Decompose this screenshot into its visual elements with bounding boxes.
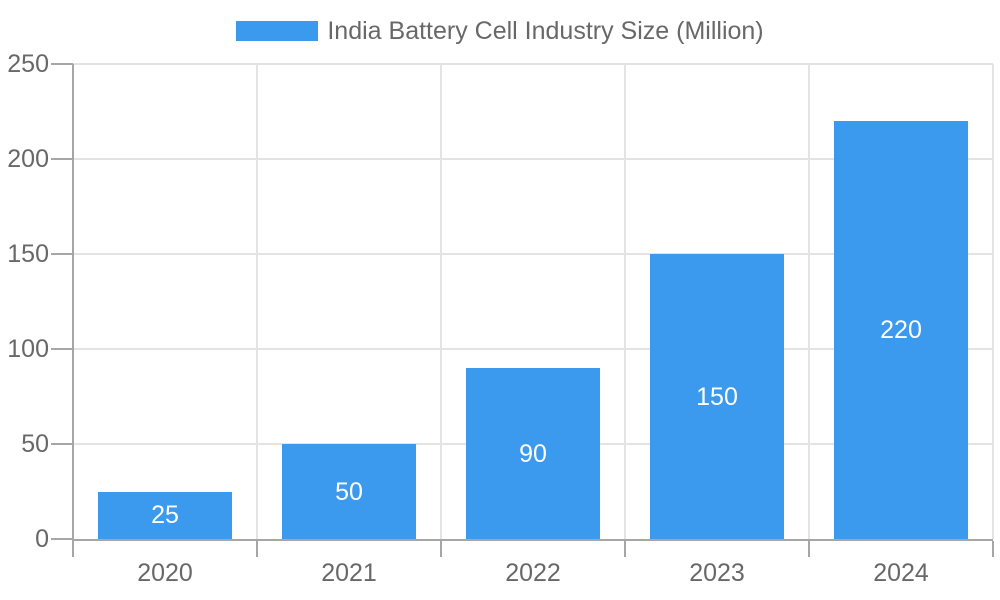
y-gridline (73, 63, 993, 65)
bar[interactable] (834, 121, 968, 539)
y-axis-tick (51, 538, 73, 540)
bar-value-label: 220 (880, 316, 922, 344)
y-gridline (73, 158, 993, 160)
y-axis-tick (51, 348, 73, 350)
y-axis-tick-label: 50 (21, 430, 49, 458)
bar-value-label: 50 (335, 477, 363, 506)
x-axis-tick-label: 2020 (137, 559, 193, 587)
x-axis-line (73, 539, 993, 541)
x-gridline (624, 64, 626, 539)
x-axis-tick (992, 541, 994, 557)
legend[interactable]: India Battery Cell Industry Size (Millio… (0, 17, 1000, 45)
x-gridline (808, 64, 810, 539)
y-axis-tick-label: 0 (35, 525, 49, 553)
bar-value-label: 25 (151, 501, 179, 530)
bar[interactable] (466, 368, 600, 539)
x-axis-tick (440, 541, 442, 557)
y-axis-tick (51, 158, 73, 160)
x-gridline (440, 64, 442, 539)
x-gridline (992, 64, 994, 539)
x-axis-tick (624, 541, 626, 557)
y-axis-line (72, 64, 74, 557)
y-gridline (73, 348, 993, 350)
y-axis-tick (51, 443, 73, 445)
bar-value-label: 150 (696, 382, 738, 411)
bar-value-label: 90 (519, 439, 547, 468)
bar[interactable] (650, 254, 784, 539)
y-axis-tick (51, 253, 73, 255)
x-axis-tick-label: 2021 (321, 559, 377, 587)
bar[interactable] (98, 491, 232, 539)
x-axis-tick (808, 541, 810, 557)
y-gridline (73, 253, 993, 255)
y-axis-tick-label: 100 (7, 335, 49, 363)
bar[interactable] (282, 444, 416, 539)
x-gridline (256, 64, 258, 539)
y-axis-tick-label: 150 (7, 240, 49, 268)
x-axis-tick-label: 2022 (505, 559, 561, 587)
x-axis-tick-label: 2024 (873, 559, 929, 587)
y-axis-tick-label: 200 (7, 145, 49, 173)
y-axis-tick (51, 63, 73, 65)
legend-swatch (236, 21, 319, 41)
legend-label: India Battery Cell Industry Size (Millio… (327, 17, 764, 45)
x-axis-tick-label: 2023 (689, 559, 745, 587)
y-axis-tick-label: 250 (7, 50, 49, 78)
x-axis-tick (256, 541, 258, 557)
